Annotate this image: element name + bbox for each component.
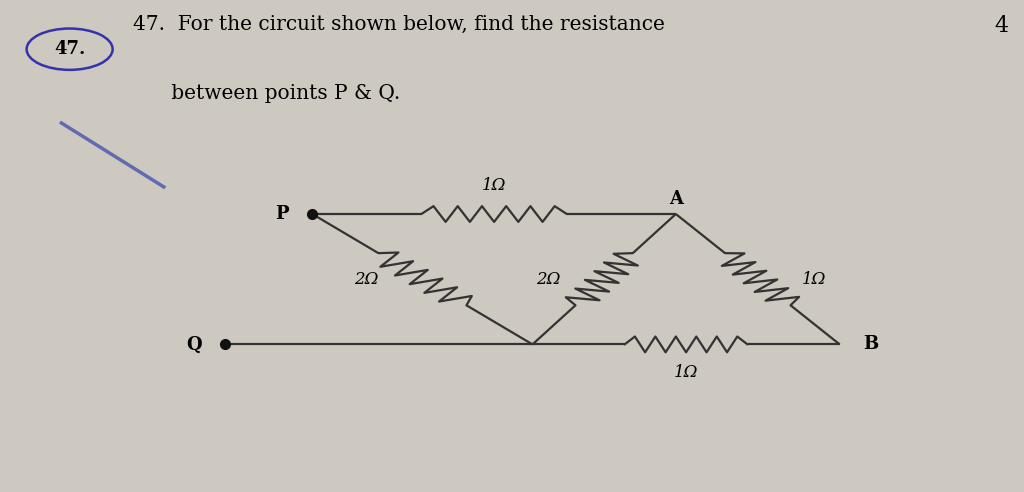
Text: 4: 4 bbox=[994, 15, 1009, 37]
Text: 2Ω: 2Ω bbox=[354, 271, 378, 288]
Text: 2Ω: 2Ω bbox=[536, 271, 560, 288]
Text: 1Ω: 1Ω bbox=[482, 178, 506, 194]
Text: Q: Q bbox=[186, 336, 203, 353]
Text: B: B bbox=[863, 336, 878, 353]
Text: P: P bbox=[274, 205, 289, 223]
Text: 47.: 47. bbox=[54, 40, 85, 58]
Text: 1Ω: 1Ω bbox=[802, 271, 826, 288]
Text: A: A bbox=[669, 190, 683, 208]
Text: between points P & Q.: between points P & Q. bbox=[133, 84, 400, 103]
Text: 47.  For the circuit shown below, find the resistance: 47. For the circuit shown below, find th… bbox=[133, 15, 665, 34]
Text: 1Ω: 1Ω bbox=[674, 364, 698, 381]
